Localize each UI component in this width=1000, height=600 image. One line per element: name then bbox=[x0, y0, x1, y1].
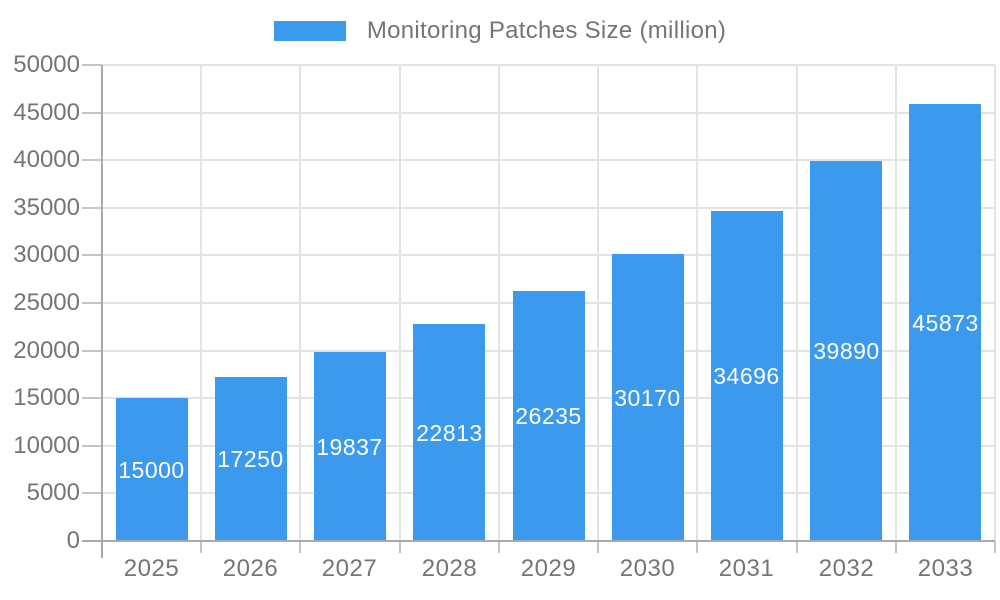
x-axis-tick bbox=[696, 541, 698, 553]
y-axis-tick-label: 20000 bbox=[13, 337, 80, 364]
y-axis-tick-label: 30000 bbox=[13, 241, 80, 268]
x-axis-tick-label: 2033 bbox=[917, 555, 974, 582]
x-axis-line bbox=[82, 540, 995, 542]
x-gridline bbox=[498, 65, 500, 541]
x-axis-tick bbox=[796, 541, 798, 553]
bar-2027 bbox=[314, 352, 386, 540]
x-axis-tick-label: 2029 bbox=[520, 555, 577, 582]
x-gridline bbox=[399, 65, 401, 541]
bar-2030 bbox=[612, 254, 684, 540]
x-axis-tick bbox=[299, 541, 301, 553]
y-axis-tick-label: 5000 bbox=[26, 479, 80, 506]
bar-2029 bbox=[513, 291, 585, 540]
x-axis-tick-label: 2032 bbox=[818, 555, 875, 582]
x-gridline bbox=[696, 65, 698, 541]
y-gridline bbox=[102, 112, 995, 114]
y-axis-tick-label: 40000 bbox=[13, 146, 80, 173]
bar-2025 bbox=[116, 398, 188, 540]
y-axis-tick bbox=[82, 445, 102, 447]
y-axis-tick bbox=[82, 302, 102, 304]
x-axis-tick-label: 2025 bbox=[123, 555, 180, 582]
y-axis-tick-label: 0 bbox=[66, 527, 80, 554]
y-axis-tick-label: 10000 bbox=[13, 432, 80, 459]
legend-label: Monitoring Patches Size (million) bbox=[366, 17, 727, 44]
y-axis-tick-label: 50000 bbox=[13, 51, 80, 78]
y-axis-tick bbox=[82, 64, 102, 66]
y-axis-tick bbox=[82, 207, 102, 209]
x-gridline bbox=[895, 65, 897, 541]
y-axis-tick-label: 25000 bbox=[13, 289, 80, 316]
x-axis-tick-label: 2028 bbox=[421, 555, 478, 582]
x-axis-tick-label: 2026 bbox=[222, 555, 279, 582]
y-axis-tick bbox=[82, 350, 102, 352]
y-axis-tick bbox=[82, 540, 102, 542]
x-gridline bbox=[597, 65, 599, 541]
y-axis-tick bbox=[82, 397, 102, 399]
bar-2026 bbox=[215, 377, 287, 540]
y-axis-tick-label: 45000 bbox=[13, 99, 80, 126]
y-axis-tick bbox=[82, 112, 102, 114]
y-axis-tick bbox=[82, 159, 102, 161]
y-axis-tick bbox=[82, 492, 102, 494]
legend-swatch-icon bbox=[273, 21, 346, 41]
bar-2033 bbox=[909, 104, 981, 540]
x-axis-tick bbox=[399, 541, 401, 553]
bar-2032 bbox=[810, 161, 882, 540]
y-axis-tick-label: 15000 bbox=[13, 384, 80, 411]
y-axis-line bbox=[101, 65, 103, 558]
y-axis-tick bbox=[82, 254, 102, 256]
x-axis-tick bbox=[498, 541, 500, 553]
x-axis-tick bbox=[200, 541, 202, 553]
x-gridline bbox=[299, 65, 301, 541]
x-axis-tick bbox=[895, 541, 897, 553]
x-axis-tick bbox=[597, 541, 599, 553]
bar-2028 bbox=[413, 324, 485, 540]
x-axis-tick-label: 2030 bbox=[619, 555, 676, 582]
y-gridline bbox=[102, 64, 995, 66]
x-gridline bbox=[796, 65, 798, 541]
x-gridline bbox=[200, 65, 202, 541]
x-axis-tick-label: 2031 bbox=[718, 555, 775, 582]
y-axis-tick-label: 35000 bbox=[13, 194, 80, 221]
x-axis-tick bbox=[101, 541, 103, 553]
chart-legend-item[interactable]: Monitoring Patches Size (million) bbox=[0, 17, 1000, 44]
x-gridline bbox=[994, 65, 996, 541]
bar-2031 bbox=[711, 211, 783, 540]
x-axis-tick bbox=[994, 541, 996, 553]
x-axis-tick-label: 2027 bbox=[321, 555, 378, 582]
